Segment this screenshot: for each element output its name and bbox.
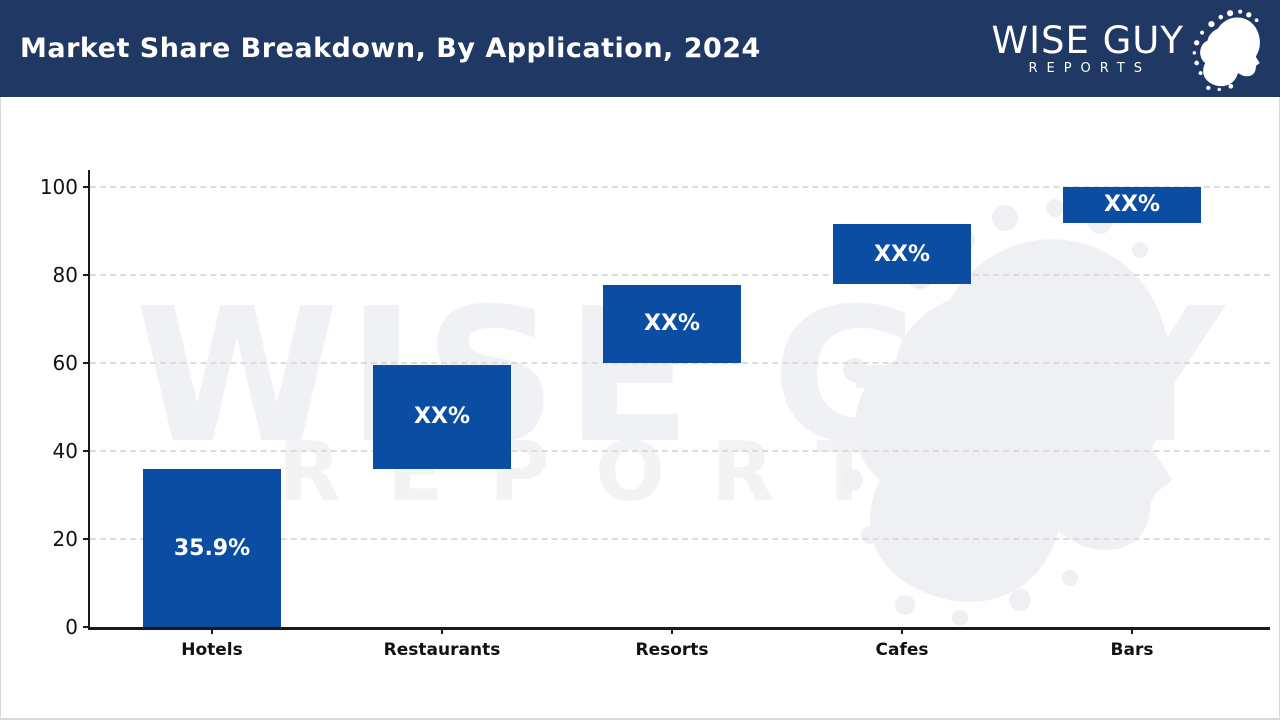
y-tick-label-0: 0 (65, 615, 78, 639)
bar-value-label: XX% (414, 404, 470, 430)
x-tick-label-hotels: Hotels (181, 640, 243, 660)
brand-wordmark-line1: WISE GUY (991, 19, 1184, 62)
brand-logo: WISE GUY REPORTS (992, 6, 1266, 92)
x-tick-mark-1 (441, 627, 443, 634)
x-axis (88, 627, 1270, 630)
gridline-20 (90, 538, 1270, 540)
gridline-40 (90, 450, 1270, 452)
bar-value-label: XX% (644, 311, 700, 337)
gridline-60 (90, 362, 1270, 364)
x-tick-label-restaurants: Restaurants (383, 640, 501, 660)
y-tick-mark-20 (83, 538, 90, 540)
gridline-100 (90, 186, 1270, 188)
bar-cafes: XX% (833, 223, 971, 285)
y-tick-mark-80 (83, 274, 90, 276)
y-tick-label-100: 100 (39, 175, 78, 199)
y-tick-label-60: 60 (52, 351, 78, 375)
gridline-80 (90, 274, 1270, 276)
bar-value-label: XX% (1104, 192, 1160, 218)
y-tick-label-80: 80 (52, 263, 78, 287)
x-tick-mark-2 (671, 627, 673, 634)
brand-wordmark-line2: REPORTS (1028, 61, 1152, 76)
x-tick-mark-0 (211, 627, 213, 634)
bar-value-label: XX% (874, 241, 930, 267)
page-title: Market Share Breakdown, By Application, … (20, 33, 761, 64)
header: Market Share Breakdown, By Application, … (0, 0, 1280, 97)
bar-bars: XX% (1063, 187, 1201, 223)
x-tick-label-bars: Bars (1110, 640, 1154, 660)
y-tick-mark-0 (83, 626, 90, 628)
brand-face-dots-icon (1192, 9, 1260, 91)
bar-hotels: 35.9% (143, 469, 281, 627)
y-tick-mark-60 (83, 362, 90, 364)
y-tick-label-40: 40 (52, 439, 78, 463)
y-tick-mark-100 (83, 186, 90, 188)
y-tick-label-20: 20 (52, 527, 78, 551)
y-axis (88, 170, 90, 629)
y-tick-mark-40 (83, 450, 90, 452)
x-tick-label-resorts: Resorts (635, 640, 709, 660)
x-tick-mark-3 (901, 627, 903, 634)
bar-restaurants: XX% (373, 365, 511, 469)
x-tick-label-cafes: Cafes (875, 640, 929, 660)
bar-resorts: XX% (603, 284, 741, 363)
x-tick-mark-4 (1131, 627, 1133, 634)
brand-wordmark: WISE GUY REPORTS (991, 19, 1184, 77)
bar-value-label: 35.9% (173, 535, 251, 561)
